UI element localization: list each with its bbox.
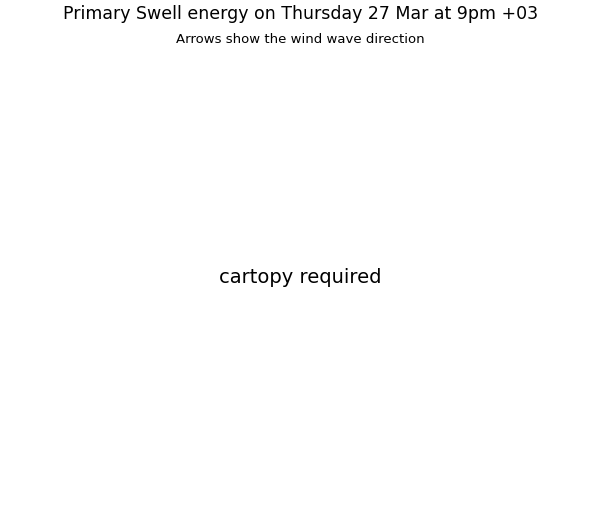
Text: cartopy required: cartopy required	[219, 268, 382, 287]
Text: Primary Swell energy on Thursday 27 Mar at 9pm +03: Primary Swell energy on Thursday 27 Mar …	[63, 6, 538, 23]
Text: Arrows show the wind wave direction: Arrows show the wind wave direction	[176, 33, 425, 46]
